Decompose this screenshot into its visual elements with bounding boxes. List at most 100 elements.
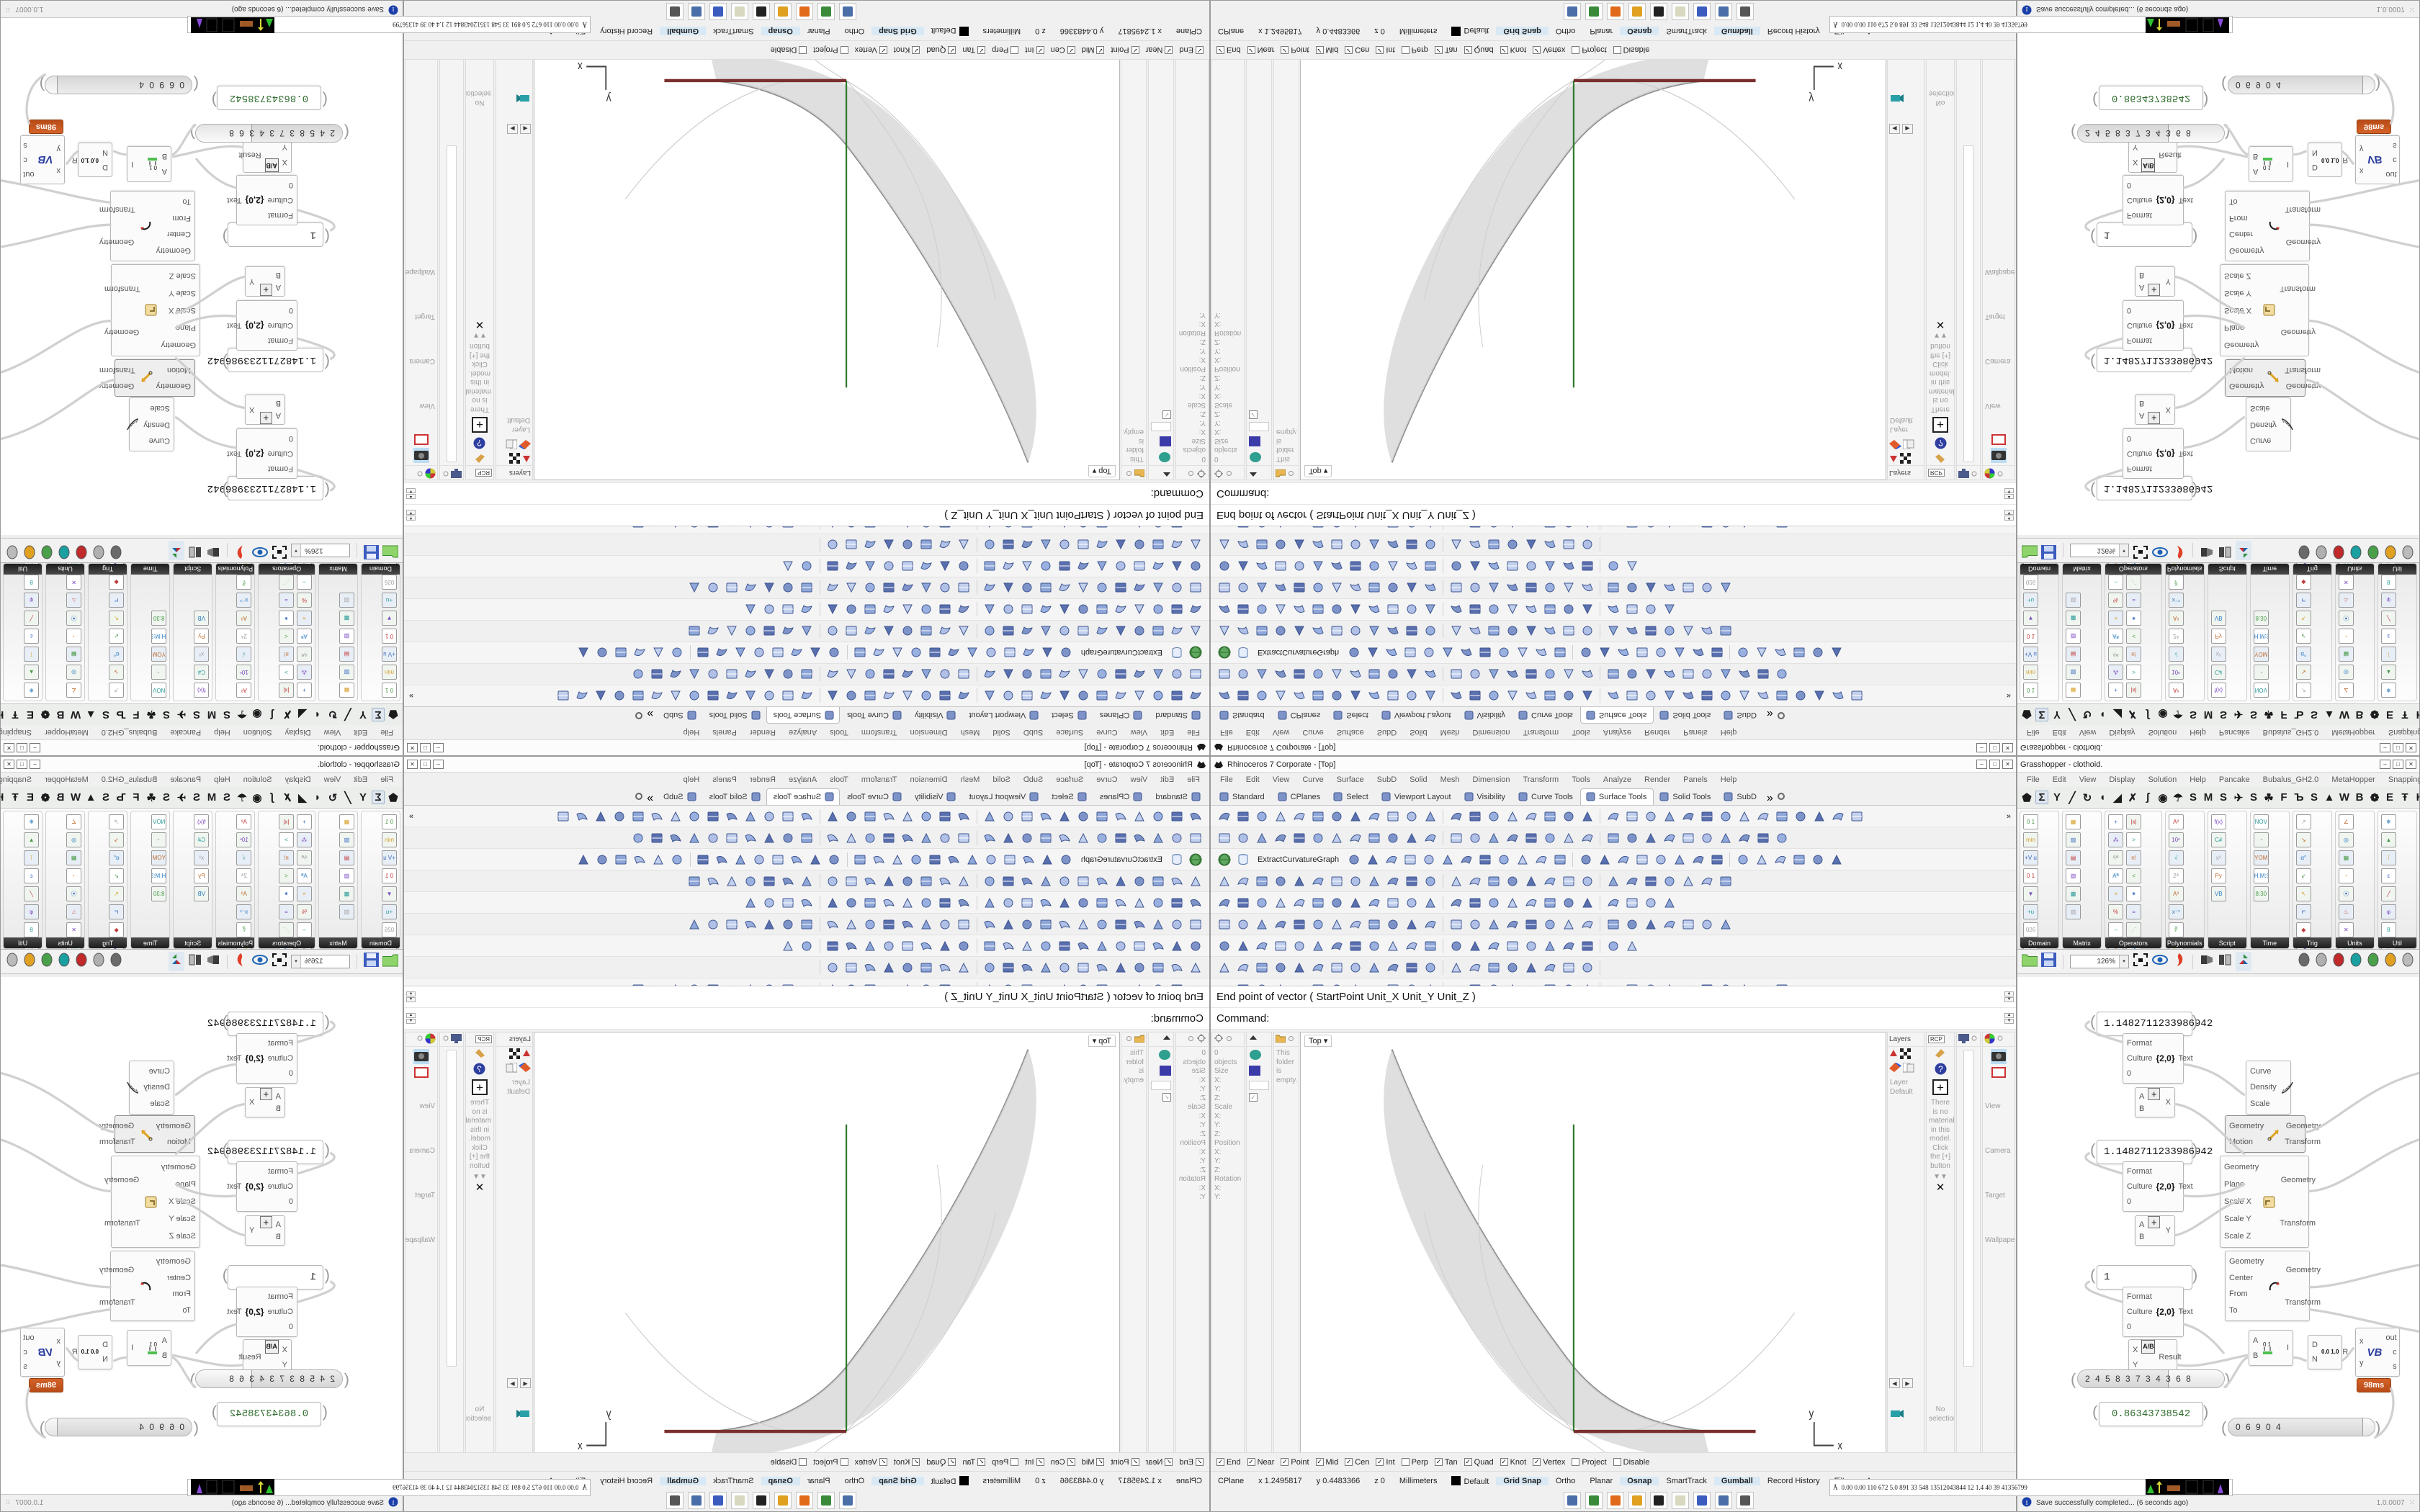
orange-icon[interactable] xyxy=(2383,953,2398,971)
panel-y-grip-right[interactable]: ) xyxy=(222,354,228,372)
ribbon-component-operators-9[interactable]: ⁕ xyxy=(277,885,295,903)
toolbar-button-2-24[interactable] xyxy=(593,644,611,662)
osnap-checkbox-tan[interactable]: ✓ xyxy=(977,46,986,54)
toolbar-button-4-3[interactable] xyxy=(1131,894,1149,912)
red-preview-icon[interactable] xyxy=(74,541,89,559)
toolbar-button-6-19[interactable] xyxy=(824,557,842,575)
toolbar-button-3-22[interactable] xyxy=(1641,622,1659,640)
scale-nu-node[interactable]: Geometry Plane Scale X Scale Y Scale Z Geome… xyxy=(104,264,200,356)
toolbar-button-5-25[interactable] xyxy=(1698,579,1716,597)
toolbar-button-1-15[interactable] xyxy=(899,665,917,683)
ribbon-component-matrix-3[interactable]: ▧ xyxy=(338,627,356,645)
help-icon[interactable]: ? xyxy=(1935,1063,1947,1077)
ribbon-component-matrix-3[interactable]: ▧ xyxy=(2064,867,2082,885)
toolbar-button-0-26[interactable] xyxy=(686,807,704,825)
toolbar-button-4-19[interactable] xyxy=(824,600,842,618)
toolbar-button-1-19[interactable] xyxy=(1578,829,1596,847)
ribbon-component-operators-2[interactable]: ⁂ xyxy=(2107,831,2125,849)
toolbar-button-2-0[interactable] xyxy=(1057,644,1075,662)
slider-x[interactable]: 2 4 5 8 3 7 3 4 3 6 8 xyxy=(195,1369,343,1388)
osnap-perp[interactable]: Perp xyxy=(1401,1458,1428,1467)
panel-y-grip-left[interactable]: ( xyxy=(2090,1140,2096,1158)
toolbar-button-0-29[interactable] xyxy=(629,807,647,825)
toolbar-button-1-26[interactable] xyxy=(1716,829,1734,847)
toolbar-button-7-8[interactable] xyxy=(1365,536,1383,554)
toolbar-button-2-25[interactable] xyxy=(575,850,593,868)
osnap-checkbox-end[interactable]: ✓ xyxy=(1216,46,1224,54)
osnap-checkbox-end[interactable]: ✓ xyxy=(1196,1458,1204,1466)
toolbar-button-3-0[interactable] xyxy=(1187,872,1205,890)
panel-result-grip-right[interactable]: ) xyxy=(2203,1403,2209,1421)
toolbar-button-0-26[interactable] xyxy=(1716,807,1734,825)
plugin-s1-tab[interactable]: S xyxy=(223,708,231,721)
gh-menu-item-bubalus-gh2-0[interactable]: Bubalus_GH2.0 xyxy=(2262,728,2319,737)
toolbar-button-7-0[interactable] xyxy=(1215,536,1233,554)
toolbar-button-2-20[interactable] xyxy=(1734,644,1752,662)
toolbar-button-3-0[interactable] xyxy=(1215,622,1233,640)
toolbar-button-3-23[interactable] xyxy=(1660,872,1678,890)
wireframe-icon[interactable] xyxy=(91,541,106,559)
transform-tab[interactable]: ʃ xyxy=(2146,708,2150,721)
zoom-extents-icon[interactable] xyxy=(2133,953,2148,971)
plugin-leaf-tab[interactable]: ☘ xyxy=(2264,791,2274,804)
ribbon-component-script-3[interactable]: Py xyxy=(2210,627,2228,645)
toolbar-button-2-23[interactable] xyxy=(612,850,630,868)
frame-icon[interactable] xyxy=(414,432,429,445)
toolbar-button-6-17[interactable] xyxy=(1541,937,1559,955)
format-node-1[interactable]: Format Culture 0 {2,0} Text xyxy=(2123,428,2193,479)
toolbar-button-4-21[interactable] xyxy=(779,600,797,618)
toolbar-button-6-3[interactable] xyxy=(1271,937,1289,955)
toolbar-button-1-9[interactable] xyxy=(1018,829,1036,847)
toolbar-button-2-20[interactable] xyxy=(668,850,686,868)
panel-x-grip-right[interactable]: ) xyxy=(2192,482,2198,500)
toolbar-button-1-8[interactable] xyxy=(1037,829,1055,847)
toolbar-button-5-26[interactable] xyxy=(686,579,704,597)
toolbar-button-0-5[interactable] xyxy=(1093,807,1111,825)
toolbar-button-4-23[interactable] xyxy=(742,600,760,618)
globe-icon[interactable] xyxy=(1215,644,1233,662)
gh-maximize-button[interactable]: □ xyxy=(17,760,27,769)
ribbon-component-units-0[interactable]: ∠ xyxy=(65,681,83,699)
plugin-s3-tab[interactable]: S xyxy=(2249,791,2257,804)
toolbar-button-2-7[interactable] xyxy=(1476,644,1494,662)
camera-settings-icon[interactable] xyxy=(1890,1407,1904,1422)
ribbon-component-operators-10[interactable]: % xyxy=(295,903,313,921)
toolbar-button-4-16[interactable] xyxy=(1522,600,1540,618)
toolbar-button-5-5[interactable] xyxy=(1093,915,1111,933)
rhino-icon[interactable] xyxy=(1628,1492,1646,1509)
ribbon-component-script-2[interactable]: x² xyxy=(192,849,210,867)
toolbar-button-6-4[interactable] xyxy=(1290,557,1308,575)
properties-gear-icon[interactable] xyxy=(416,1035,424,1044)
move-node[interactable]: Geometry Motion Geometry Transform xyxy=(2225,359,2321,397)
toolbar-button-5-11[interactable] xyxy=(1421,915,1439,933)
move-node[interactable]: Geometry Motion Geometry Transform xyxy=(99,1115,195,1153)
gh-minimize-button[interactable]: – xyxy=(30,743,40,752)
ribbon-component-polynomials-3[interactable]: 2ᴬ xyxy=(2167,867,2185,885)
toolbar-button-2-1[interactable] xyxy=(1363,644,1381,662)
toolbar-button-1-3[interactable] xyxy=(1131,829,1149,847)
toolbar-button-6-16[interactable] xyxy=(880,557,898,575)
toolbar-button-1-18[interactable] xyxy=(1559,665,1577,683)
ribbon-component-matrix-0[interactable]: ▦ xyxy=(2064,681,2082,699)
toolbar-button-5-22[interactable] xyxy=(761,915,779,933)
intersect-tab[interactable]: ✗ xyxy=(282,708,292,721)
rhino-close-button[interactable]: ✕ xyxy=(407,760,418,769)
toolbar-button-0-32[interactable] xyxy=(1829,687,1847,705)
toolbar-button-6-0[interactable] xyxy=(1187,557,1205,575)
ribbon-component-operators-13[interactable]: ⋰ xyxy=(277,573,295,591)
toolbar-button-5-1[interactable] xyxy=(1168,579,1186,597)
osnap-tan[interactable]: ✓ Tan xyxy=(962,1458,986,1467)
ribbon-component-polynomials-5[interactable]: x⁻¹ xyxy=(2167,591,2185,609)
toolbar-button-7-4[interactable] xyxy=(1290,958,1308,976)
rhino-logo-icon[interactable] xyxy=(1650,3,1667,20)
rhino-viewport-top[interactable]: Top ▾ y x xyxy=(1300,42,1886,480)
toolbar-button-4-9[interactable] xyxy=(1018,894,1036,912)
toolbar-button-4-17[interactable] xyxy=(1541,600,1559,618)
toolbar-button-5-6[interactable] xyxy=(1075,579,1093,597)
status-toggle-smarttrack[interactable]: SmartTrack xyxy=(1666,1476,1707,1485)
ribbon-component-trig-1[interactable]: ↘ xyxy=(107,663,125,681)
toolbar-button-0-7[interactable] xyxy=(1346,807,1364,825)
osnap-checkbox-end[interactable]: ✓ xyxy=(1196,46,1204,54)
